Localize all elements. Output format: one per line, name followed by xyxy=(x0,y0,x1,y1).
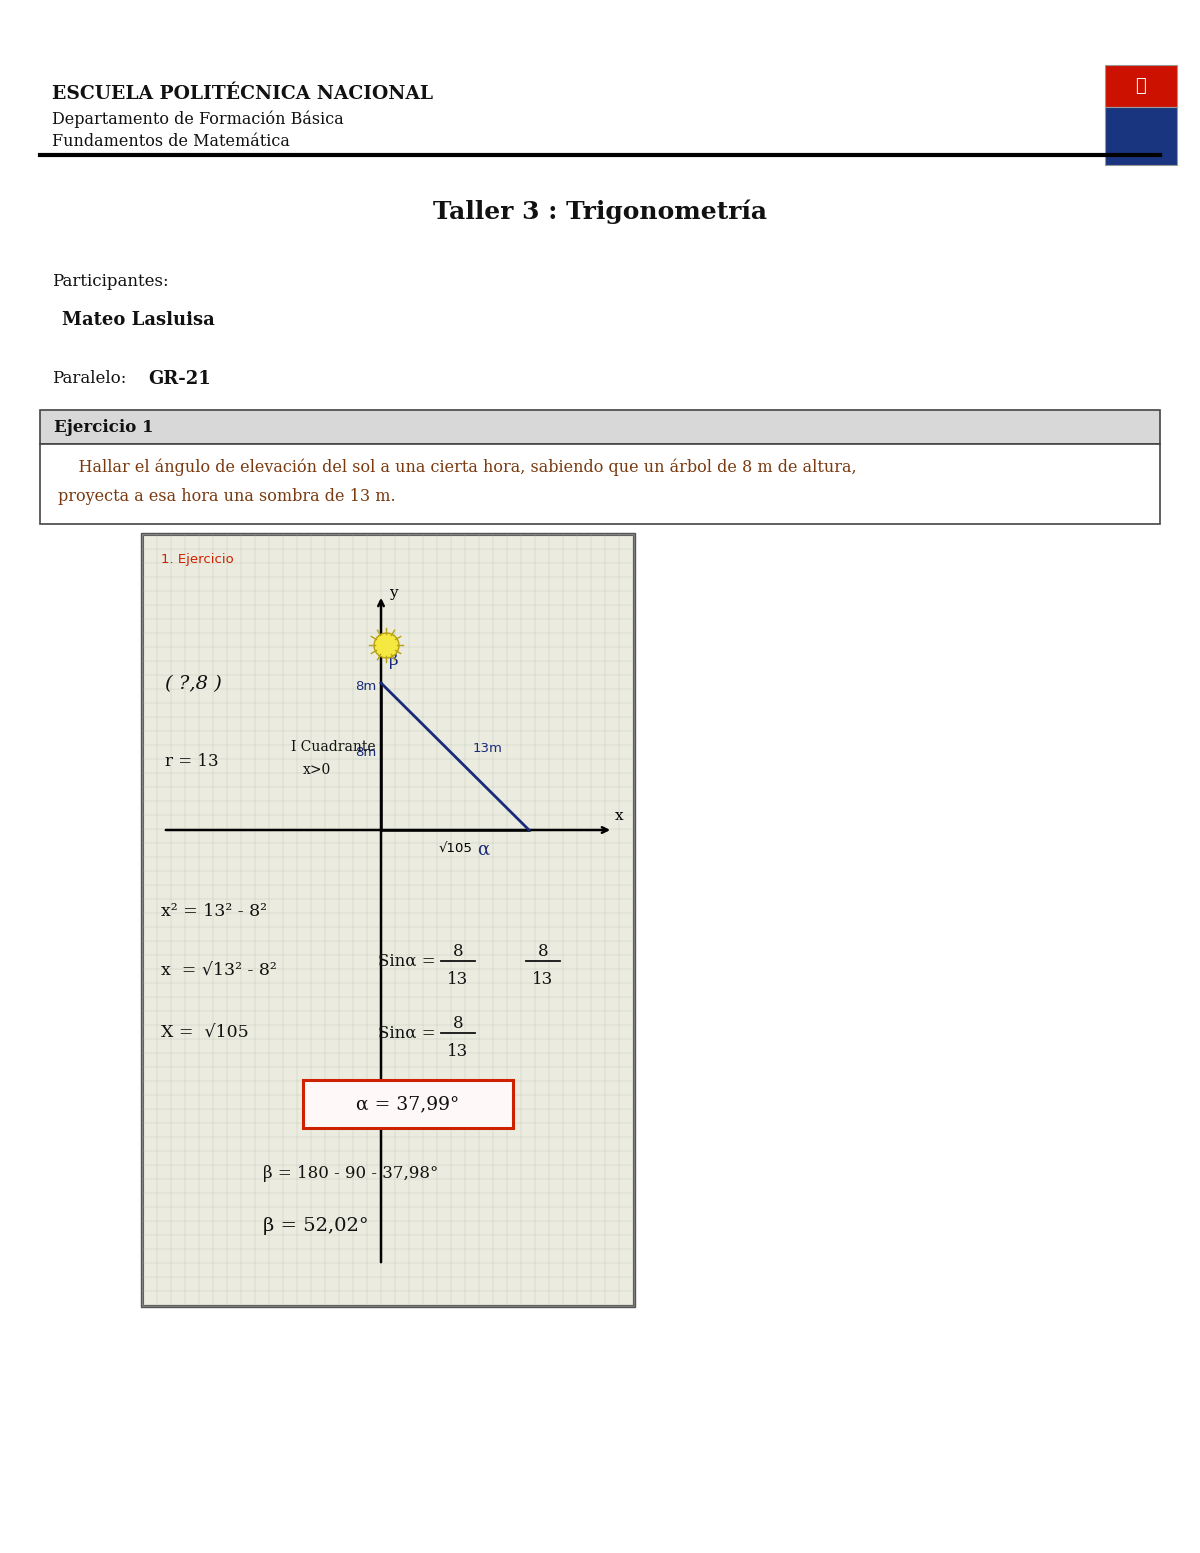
Text: Mateo Lasluisa: Mateo Lasluisa xyxy=(62,311,215,329)
Text: 13: 13 xyxy=(533,971,553,988)
Text: Sinα =: Sinα = xyxy=(378,1025,436,1042)
Text: α: α xyxy=(478,842,490,859)
Text: Ejercicio 1: Ejercicio 1 xyxy=(54,418,154,435)
Text: ESCUELA POLITÉCNICA NACIONAL: ESCUELA POLITÉCNICA NACIONAL xyxy=(52,85,433,102)
Bar xyxy=(143,534,634,1305)
Text: β = 180 - 90 - 37,98°: β = 180 - 90 - 37,98° xyxy=(263,1165,438,1182)
Text: 8: 8 xyxy=(452,1016,463,1033)
Bar xyxy=(40,410,1160,444)
Text: GR-21: GR-21 xyxy=(148,370,211,388)
Text: 1. Ejercicio: 1. Ejercicio xyxy=(161,553,234,565)
Text: 8m: 8m xyxy=(355,680,376,693)
Text: x: x xyxy=(616,809,624,823)
Text: 8m: 8m xyxy=(355,747,376,759)
Text: 8: 8 xyxy=(452,943,463,960)
Text: Sinα =: Sinα = xyxy=(378,954,436,971)
Text: Paralelo:: Paralelo: xyxy=(52,370,126,387)
Text: β: β xyxy=(389,652,398,669)
Text: β = 52,02°: β = 52,02° xyxy=(263,1218,368,1235)
Text: Participantes:: Participantes: xyxy=(52,273,169,290)
Text: 13: 13 xyxy=(448,1044,469,1061)
Text: I Cuadrante: I Cuadrante xyxy=(292,739,376,755)
Text: ( ?,8 ): ( ?,8 ) xyxy=(166,676,222,693)
Text: √105: √105 xyxy=(439,842,473,856)
Bar xyxy=(1105,107,1177,165)
Text: 🏛: 🏛 xyxy=(1135,78,1146,95)
Text: 13m: 13m xyxy=(473,741,503,755)
Text: r = 13: r = 13 xyxy=(166,753,218,770)
Bar xyxy=(1105,65,1177,107)
Text: x  = √13² - 8²: x = √13² - 8² xyxy=(161,963,277,980)
Text: 13: 13 xyxy=(448,971,469,988)
Bar xyxy=(40,444,1160,523)
Text: proyecta a esa hora una sombra de 13 m.: proyecta a esa hora una sombra de 13 m. xyxy=(58,488,396,505)
Bar xyxy=(302,1079,514,1127)
Text: α = 37,99°: α = 37,99° xyxy=(356,1095,460,1114)
Bar xyxy=(142,533,635,1308)
Text: 8: 8 xyxy=(538,943,548,960)
Text: Departamento de Formación Básica: Departamento de Formación Básica xyxy=(52,110,343,129)
Text: Taller 3 : Trigonometría: Taller 3 : Trigonometría xyxy=(433,200,767,225)
Text: x² = 13² - 8²: x² = 13² - 8² xyxy=(161,902,266,919)
Text: Hallar el ángulo de elevación del sol a una cierta hora, sabiendo que un árbol d: Hallar el ángulo de elevación del sol a … xyxy=(58,458,857,475)
Text: x>0: x>0 xyxy=(302,763,331,776)
Text: Fundamentos de Matemática: Fundamentos de Matemática xyxy=(52,134,290,151)
Text: y: y xyxy=(389,585,397,599)
Text: X =  √105: X = √105 xyxy=(161,1025,248,1042)
